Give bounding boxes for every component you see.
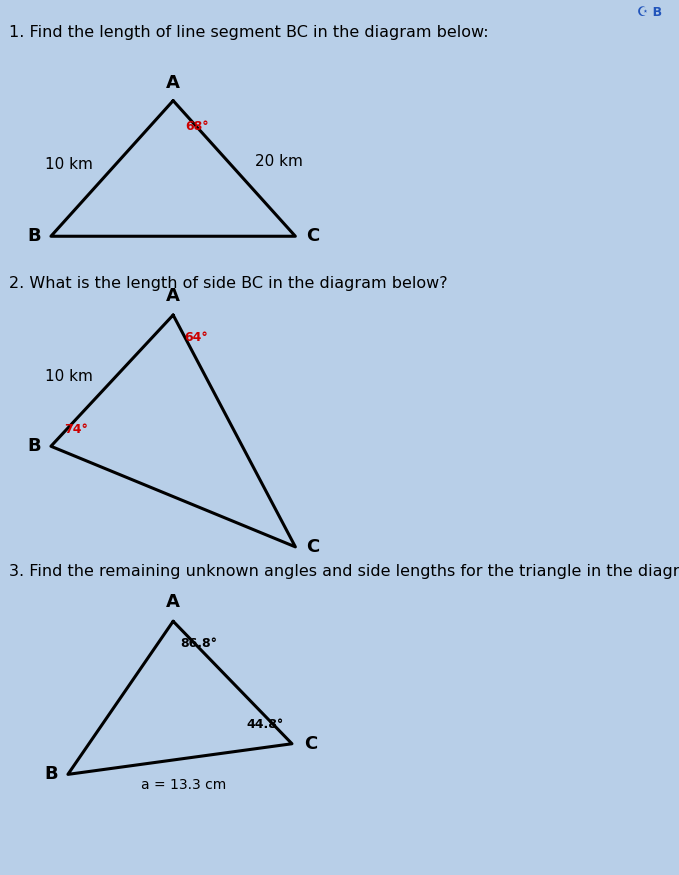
Text: C: C	[306, 228, 319, 245]
Text: 3. Find the remaining unknown angles and side lengths for the triangle in the di: 3. Find the remaining unknown angles and…	[9, 564, 679, 579]
Text: ☪ B: ☪ B	[637, 6, 662, 19]
Text: 10 km: 10 km	[45, 157, 93, 172]
Text: 10 km: 10 km	[45, 368, 93, 384]
Text: B: B	[27, 438, 41, 455]
Text: 1. Find the length of line segment BC in the diagram below:: 1. Find the length of line segment BC in…	[9, 24, 488, 39]
Text: A: A	[166, 74, 180, 92]
Text: 74°: 74°	[65, 423, 88, 436]
Text: B: B	[44, 766, 58, 783]
Text: 2. What is the length of side BC in the diagram below?: 2. What is the length of side BC in the …	[9, 276, 447, 290]
Text: 86.8°: 86.8°	[180, 637, 217, 650]
Text: 68°: 68°	[185, 120, 209, 133]
Text: B: B	[27, 228, 41, 245]
Text: A: A	[166, 593, 180, 611]
Text: C: C	[306, 538, 319, 556]
Text: C: C	[304, 735, 318, 752]
Text: 44.8°: 44.8°	[246, 718, 284, 731]
Text: 64°: 64°	[184, 331, 208, 344]
Text: a = 13.3 cm: a = 13.3 cm	[141, 779, 226, 793]
Text: 20 km: 20 km	[255, 154, 303, 169]
Text: A: A	[166, 287, 180, 304]
